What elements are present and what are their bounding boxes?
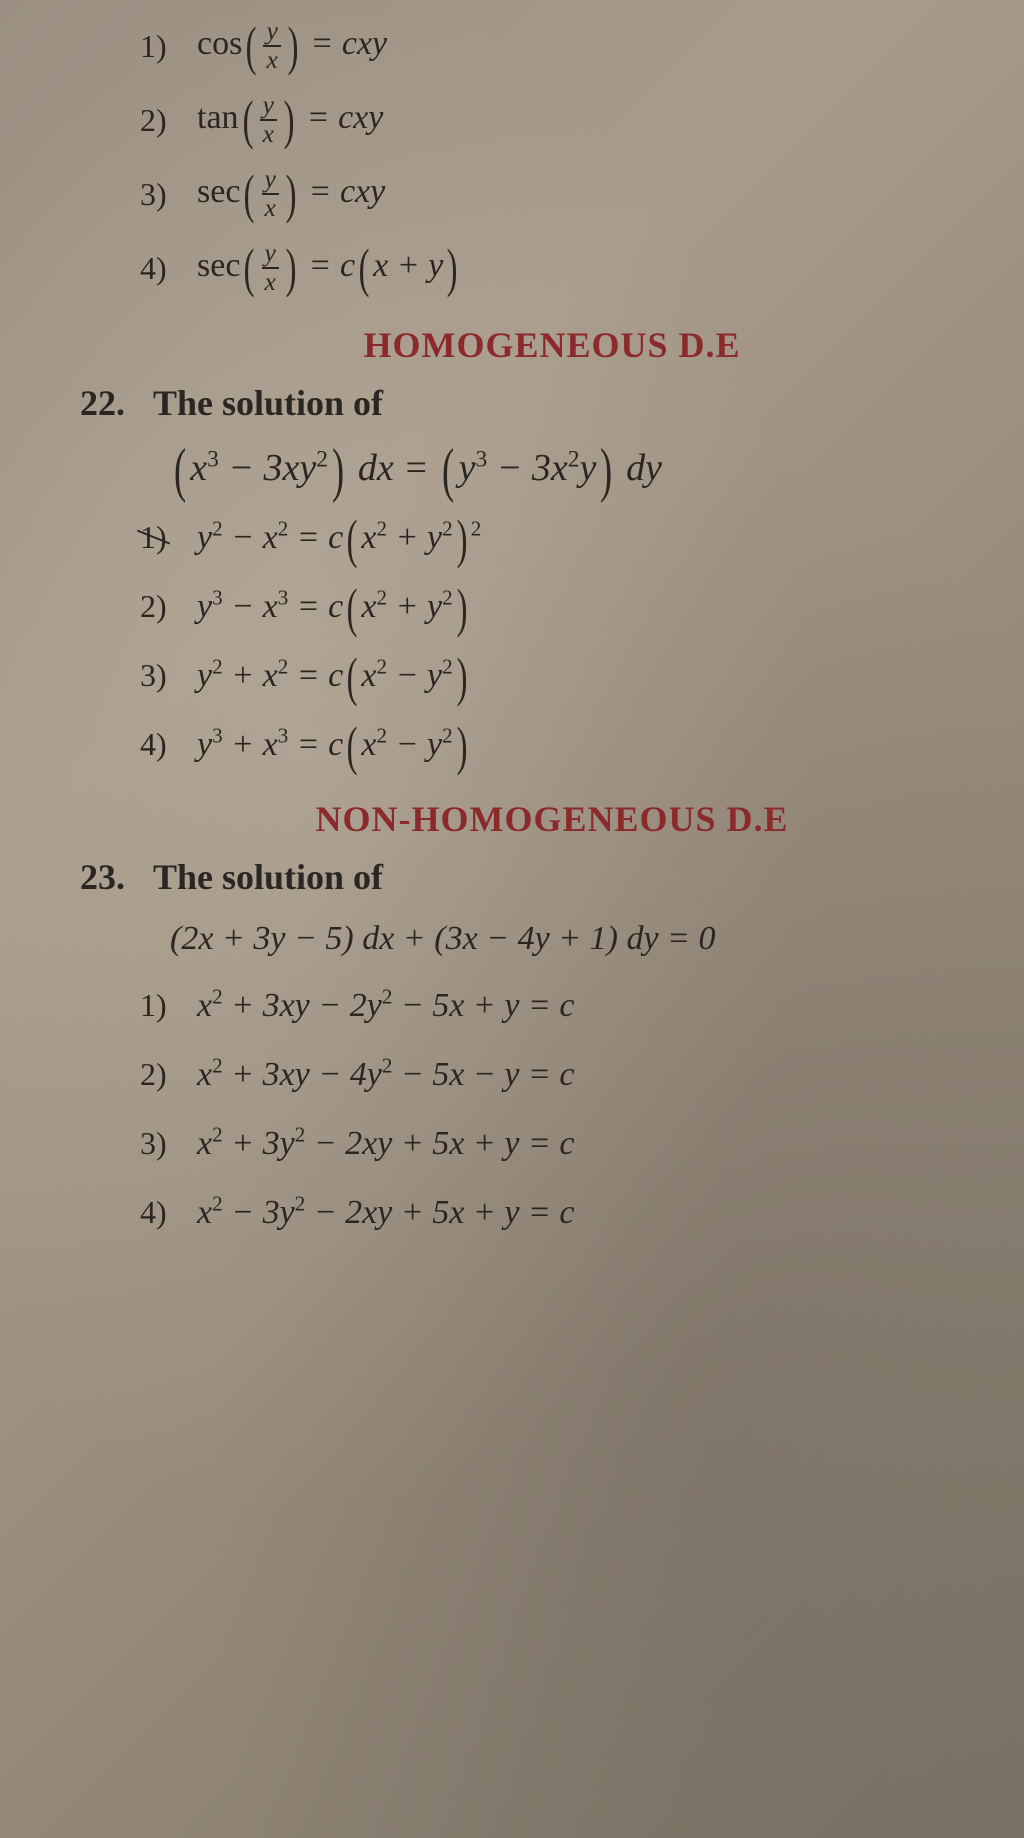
question-number: 23. — [80, 856, 135, 898]
q21-option-3: 3) sec(yx) = cxy — [140, 166, 964, 222]
option-expression: sec(yx) = c(x + y) — [197, 240, 461, 296]
question-number: 22. — [80, 382, 135, 424]
q23-option-2: 2) x2 + 3xy − 4y2 − 5x − y = c — [140, 1049, 964, 1100]
option-expression: y2 − x2 = c(x2 + y2)2 — [197, 512, 481, 563]
option-number: 3) — [140, 1119, 185, 1167]
q23-option-4: 4) x2 − 3y2 − 2xy + 5x + y = c — [140, 1187, 964, 1238]
option-number: 4) — [140, 720, 185, 768]
option-number: 2) — [140, 1050, 185, 1098]
option-expression: x2 − 3y2 − 2xy + 5x + y = c — [197, 1187, 574, 1238]
question-prompt: The solution of — [153, 382, 383, 424]
option-number: 4) — [140, 1188, 185, 1236]
option-number: 4) — [140, 244, 185, 292]
option-number: 2) — [140, 582, 185, 630]
q22-option-3: 3) y2 + x2 = c(x2 − y2) — [140, 650, 964, 701]
q23-option-3: 3) x2 + 3y2 − 2xy + 5x + y = c — [140, 1118, 964, 1169]
option-expression: x2 + 3xy − 2y2 − 5x + y = c — [197, 980, 574, 1031]
option-number: 1) — [140, 22, 185, 70]
question-prompt: The solution of — [153, 856, 383, 898]
question-22: 22. The solution of — [80, 382, 964, 424]
option-number: 1) — [140, 981, 185, 1029]
q22-option-2: 2) y3 − x3 = c(x2 + y2) — [140, 581, 964, 632]
q23-option-1: 1) x2 + 3xy − 2y2 − 5x + y = c — [140, 980, 964, 1031]
option-expression: y3 + x3 = c(x2 − y2) — [197, 719, 471, 770]
section-header-non-homogeneous: NON-HOMOGENEOUS D.E — [140, 798, 964, 840]
option-number: 2) — [140, 96, 185, 144]
option-number: 1) — [140, 513, 185, 561]
option-number: 3) — [140, 651, 185, 699]
q21-option-1: 1) cos(yx) = cxy — [140, 18, 964, 74]
q22-option-4: 4) y3 + x3 = c(x2 − y2) — [140, 719, 964, 770]
option-number: 3) — [140, 170, 185, 218]
section-header-homogeneous: HOMOGENEOUS D.E — [140, 324, 964, 366]
question-23: 23. The solution of — [80, 856, 964, 898]
option-expression: sec(yx) = cxy — [197, 166, 385, 222]
page-content: 1) cos(yx) = cxy 2) tan(yx) = cxy 3) sec… — [140, 18, 964, 1238]
q22-equation: (x3 − 3xy2) dx = (y3 − 3x2y) dy — [170, 446, 964, 490]
option-expression: x2 + 3xy − 4y2 − 5x − y = c — [197, 1049, 574, 1100]
option-expression: y3 − x3 = c(x2 + y2) — [197, 581, 471, 632]
option-expression: cos(yx) = cxy — [197, 18, 387, 74]
option-expression: x2 + 3y2 − 2xy + 5x + y = c — [197, 1118, 574, 1169]
q21-option-2: 2) tan(yx) = cxy — [140, 92, 964, 148]
q23-equation: (2x + 3y − 5) dx + (3x − 4y + 1) dy = 0 — [170, 920, 964, 958]
option-expression: tan(yx) = cxy — [197, 92, 383, 148]
q22-option-1: 1) y2 − x2 = c(x2 + y2)2 — [140, 512, 964, 563]
option-expression: y2 + x2 = c(x2 − y2) — [197, 650, 471, 701]
q21-option-4: 4) sec(yx) = c(x + y) — [140, 240, 964, 296]
